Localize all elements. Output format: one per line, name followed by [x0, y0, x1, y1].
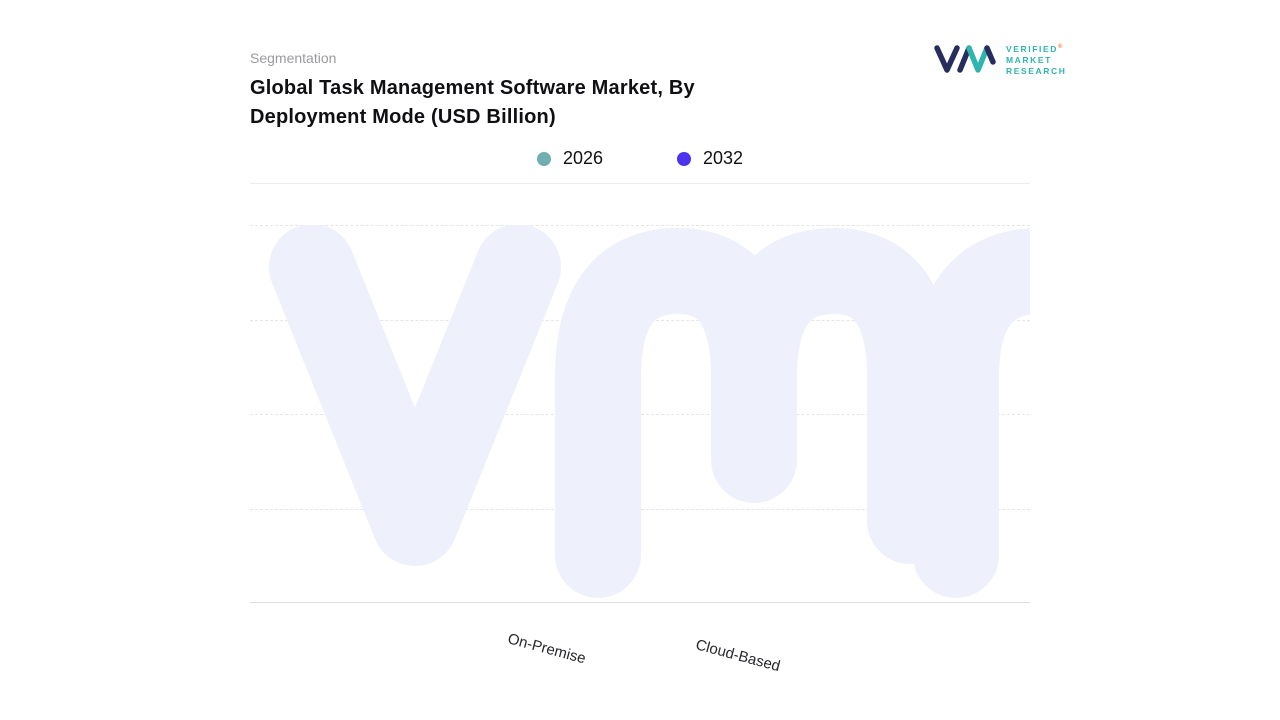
vmr-logo-text: VERIFIED® MARKET RESEARCH — [1006, 42, 1067, 76]
legend-swatch-2026 — [536, 151, 551, 166]
legend-divider-line — [250, 183, 1030, 184]
logo-line-research: RESEARCH — [1006, 65, 1067, 76]
logo-line-market: MARKET — [1006, 54, 1052, 65]
plot-area — [250, 225, 1030, 603]
logo-line-verified: VERIFIED® — [1006, 43, 1063, 54]
gridline — [250, 225, 1030, 226]
registered-mark: ® — [1058, 44, 1063, 51]
vmr-watermark-icon — [269, 225, 1030, 598]
legend-label-2026: 2026 — [562, 148, 603, 168]
bar-groups — [250, 225, 1030, 603]
x-axis-baseline — [250, 602, 1030, 603]
legend-item-2032: 2032 — [677, 148, 743, 169]
vmr-logo: VERIFIED® MARKET RESEARCH — [933, 41, 1067, 77]
vmr-logo-mark — [934, 45, 996, 73]
chart-title: Global Task Management Software Market, … — [250, 77, 695, 128]
eyebrow-segmentation: Segmentation — [250, 50, 337, 66]
category-label-on-premise: On-Premise — [505, 630, 588, 668]
legend-swatch-2032 — [677, 151, 691, 166]
legend-label-2032: 2032 — [703, 148, 744, 168]
chart-legend: 2026 2032 — [250, 148, 1030, 169]
legend-item-2026: 2026 — [536, 148, 603, 169]
category-label-cloud-based: Cloud-Based — [693, 636, 782, 676]
